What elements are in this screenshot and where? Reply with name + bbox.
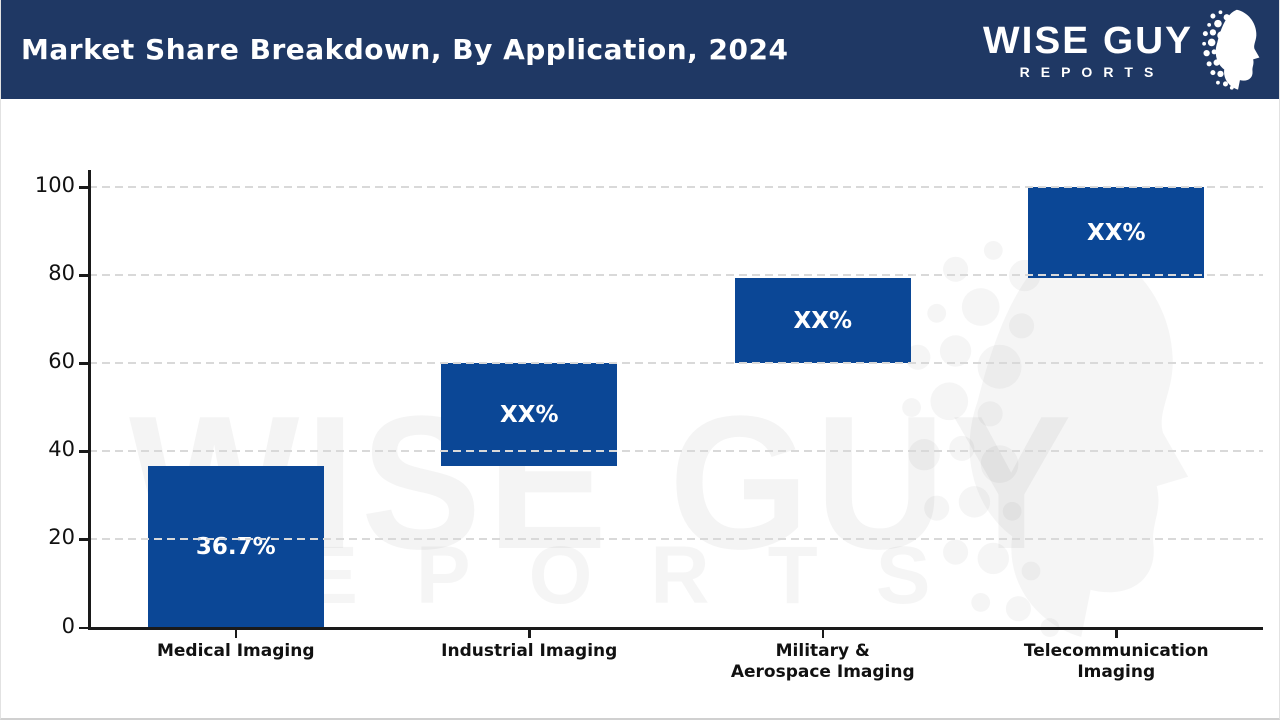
- y-axis-tick-label: 80: [48, 261, 75, 286]
- bar-value-label: XX%: [793, 307, 852, 334]
- y-axis-tick: [79, 450, 89, 453]
- x-axis-tick: [528, 629, 531, 638]
- x-axis-tick-label: Industrial Imaging: [441, 641, 618, 661]
- gridline: [89, 186, 1263, 188]
- y-axis-tick-label: 100: [34, 173, 75, 197]
- gridline: [89, 274, 1263, 277]
- y-axis-spine: [87, 170, 91, 630]
- bar-segment: XX%: [441, 363, 618, 466]
- y-axis-tick: [79, 362, 89, 365]
- x-axis-spine: [87, 626, 1263, 630]
- bar-value-label: 36.7%: [195, 533, 276, 560]
- logo-reports-text: REPORTS: [1019, 63, 1165, 80]
- y-axis-tick: [79, 274, 89, 277]
- x-axis-tick-label: Telecommunication Imaging: [1023, 641, 1209, 683]
- y-axis-tick-label: 40: [48, 437, 75, 462]
- header-bar: Market Share Breakdown, By Application, …: [1, 0, 1279, 99]
- wiseguy-logo: WISE GUY REPORTS: [982, 0, 1279, 99]
- gridline: [89, 362, 1263, 365]
- logo-wise-guy-text: WISE GUY: [982, 19, 1194, 62]
- gridline: [89, 538, 1263, 541]
- y-axis-tick: [79, 186, 89, 189]
- bar-value-label: XX%: [1086, 219, 1146, 246]
- y-axis-tick-label: 20: [48, 525, 75, 550]
- x-axis-tick-label: Military & Aerospace Imaging: [730, 641, 915, 683]
- gridline: [89, 450, 1263, 453]
- logo-wordmark: WISE GUY REPORTS: [982, 19, 1194, 80]
- y-axis-tick-label: 60: [48, 349, 75, 374]
- chart-title: Market Share Breakdown, By Application, …: [21, 33, 789, 66]
- x-axis-tick: [821, 629, 824, 638]
- bar-segment: 36.7%: [147, 465, 324, 628]
- x-axis-tick: [234, 629, 237, 638]
- y-axis-tick: [79, 626, 89, 629]
- bar-value-label: XX%: [499, 401, 559, 428]
- x-axis-tick-label: Medical Imaging: [156, 641, 315, 661]
- y-axis-tick: [79, 538, 89, 541]
- bar-segment: XX%: [734, 278, 911, 364]
- y-axis-tick-label: 0: [61, 613, 75, 638]
- x-axis-tick: [1115, 629, 1118, 638]
- bar-segment: XX%: [1028, 187, 1205, 279]
